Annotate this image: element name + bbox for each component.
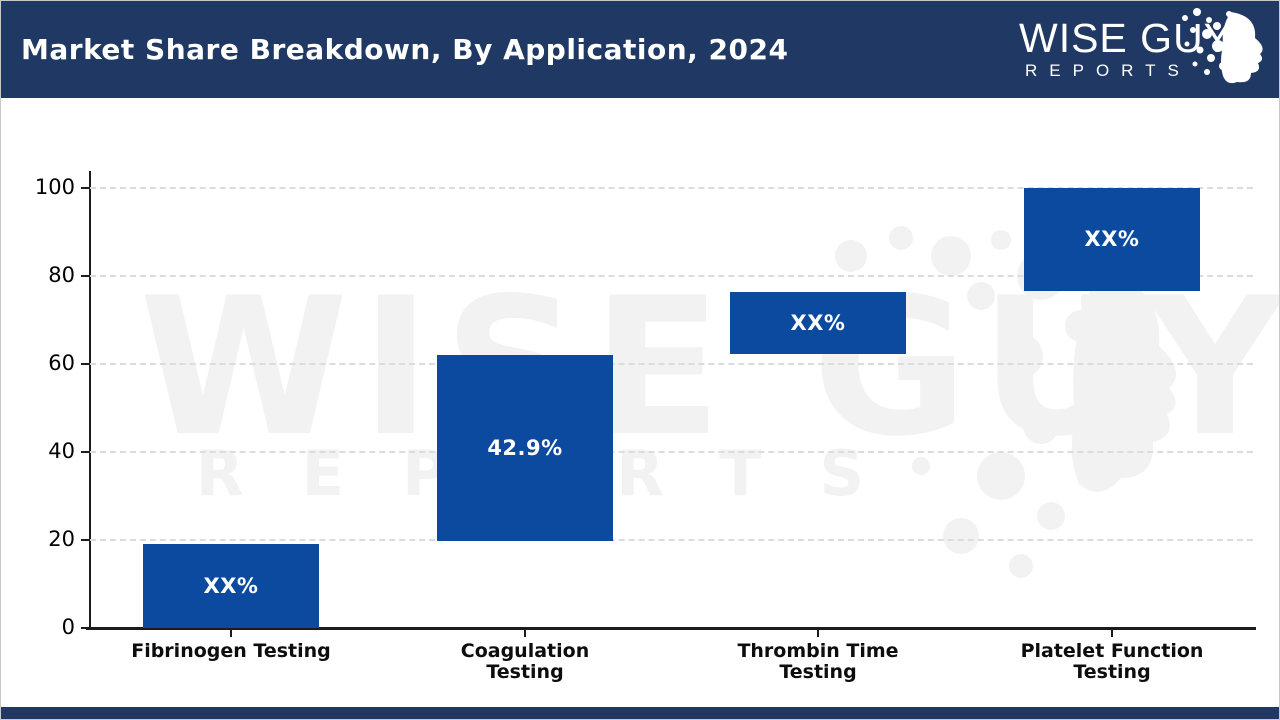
bar-1: XX% (143, 543, 319, 628)
wise-guy-reports-logo-icon: WISE GUY REPORTS (1019, 7, 1263, 83)
y-tick-label: 80 (48, 263, 75, 287)
y-tick-label: 0 (61, 615, 75, 639)
x-tick-mark (817, 630, 819, 637)
logo-face-dots-icon (1182, 7, 1263, 83)
brand-logo: WISE GUY REPORTS (1017, 6, 1267, 94)
y-tick-label: 20 (48, 527, 75, 551)
y-tick-mark (81, 363, 89, 365)
bar-value-label: XX% (790, 310, 846, 335)
bar-value-label: XX% (1084, 227, 1140, 252)
bar-value-label: XX% (203, 573, 259, 598)
bar-4: XX% (1024, 188, 1200, 291)
footer-bar (1, 707, 1279, 719)
x-tick-mark (524, 630, 526, 637)
x-axis-line (86, 627, 1256, 630)
bar-2: 42.9% (437, 354, 613, 541)
y-tick-mark (81, 275, 89, 277)
y-tick-mark (81, 451, 89, 453)
gridline-60 (90, 363, 1253, 365)
bar-value-label: 42.9% (487, 435, 563, 460)
page-title: Market Share Breakdown, By Application, … (21, 33, 789, 66)
y-tick-mark (81, 627, 89, 629)
category-label: Coagulation Testing (460, 640, 590, 683)
y-axis-line (89, 171, 91, 630)
x-tick-mark (1111, 630, 1113, 637)
logo-wordmark: WISE GUY (1019, 15, 1232, 61)
y-tick-mark (81, 187, 89, 189)
gridline-40 (90, 451, 1253, 453)
x-tick-mark (230, 630, 232, 637)
bar-3: XX% (730, 291, 906, 354)
gridline-20 (90, 539, 1253, 541)
gridline-80 (90, 275, 1253, 277)
logo-reports: REPORTS (1025, 61, 1191, 80)
header-bar: Market Share Breakdown, By Application, … (1, 1, 1279, 98)
y-tick-label: 60 (48, 351, 75, 375)
y-tick-label: 40 (48, 439, 75, 463)
category-label: Thrombin Time Testing (737, 640, 899, 683)
y-tick-mark (81, 539, 89, 541)
y-tick-label: 100 (34, 175, 75, 199)
gridline-100 (90, 187, 1253, 189)
category-label: Platelet Function Testing (1020, 640, 1204, 683)
category-label: Fibrinogen Testing (131, 640, 331, 662)
